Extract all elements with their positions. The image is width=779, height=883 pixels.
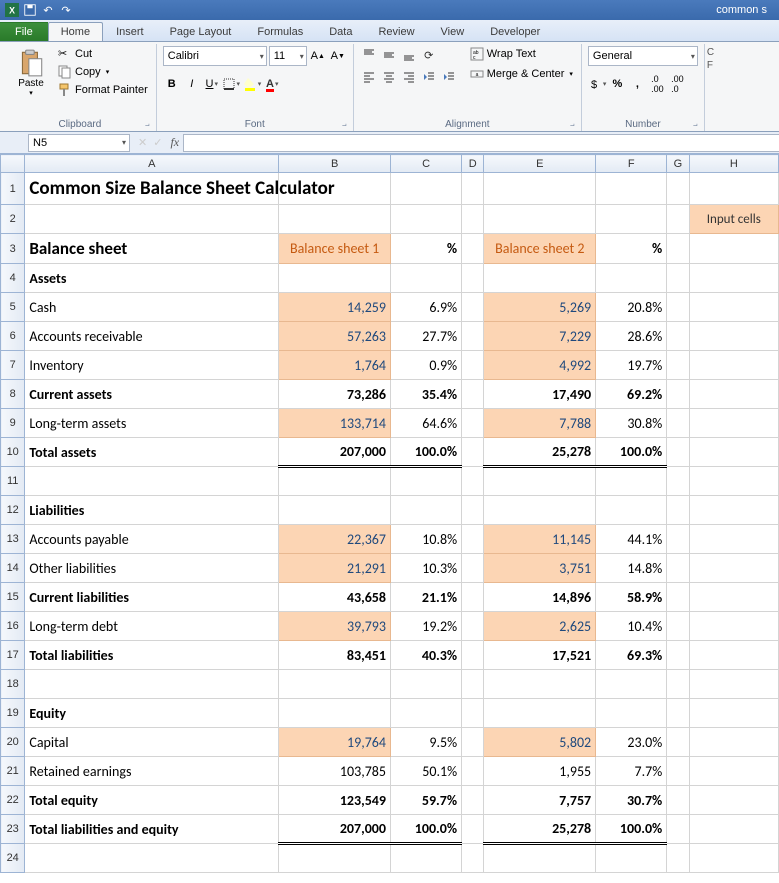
tab-insert[interactable]: Insert [103,22,157,41]
group-label-number: Number [588,118,698,131]
ribbon-tabs: File Home Insert Page Layout Formulas Da… [0,20,779,42]
excel-icon: X [4,2,20,18]
italic-button[interactable]: I [183,74,201,94]
cell-title[interactable]: Common Size Balance Sheet Calculator [25,173,279,205]
align-right-icon[interactable] [400,68,418,86]
ribbon: Paste ▾ ✂Cut Copy▾ Format Painter Clipbo… [0,42,779,132]
align-bottom-icon[interactable] [400,46,418,64]
increase-decimal-button[interactable]: .0.00 [648,74,666,94]
decrease-decimal-button[interactable]: .00.0 [668,74,686,94]
group-alignment: ⟳ [354,44,582,131]
group-label-font: Font [163,118,347,131]
enter-formula-icon[interactable]: ✓ [153,136,162,149]
cancel-formula-icon[interactable]: ✕ [138,136,147,149]
column-headers[interactable]: A B C D E F G H [1,155,779,173]
comma-button[interactable]: , [628,74,646,94]
grow-font-button[interactable]: A▲ [309,46,327,66]
tab-review[interactable]: Review [365,22,427,41]
undo-icon[interactable]: ↶ [40,2,56,18]
document-title: common s [716,4,775,16]
paste-label: Paste [18,78,44,89]
formula-bar-row: N5 ✕ ✓ fx [0,132,779,154]
group-overflow: CF [705,44,716,131]
col-a[interactable]: A [25,155,279,173]
cell-section[interactable]: Balance sheet [25,234,279,264]
col-c[interactable]: C [391,155,462,173]
tab-page-layout[interactable]: Page Layout [157,22,245,41]
number-format-combo[interactable]: General [588,46,698,66]
paste-button[interactable]: Paste ▾ [10,46,52,99]
decrease-indent-icon[interactable] [420,68,438,86]
svg-text:X: X [9,6,15,16]
border-button[interactable] [223,74,241,94]
format-painter-button[interactable]: Format Painter [56,82,150,98]
group-label-alignment: Alignment [360,118,575,131]
tab-file[interactable]: File [0,22,48,41]
merge-center-button[interactable]: a Merge & Center▾ [468,66,575,82]
fill-color-button[interactable] [243,74,262,94]
row-1[interactable]: 1 [1,173,25,205]
underline-button[interactable]: U [203,74,221,94]
col-f[interactable]: F [596,155,667,173]
align-center-icon[interactable] [380,68,398,86]
align-middle-icon[interactable] [380,46,398,64]
svg-text:$: $ [591,79,597,91]
tab-formulas[interactable]: Formulas [244,22,316,41]
tab-developer[interactable]: Developer [477,22,553,41]
percent-button[interactable]: % [608,74,626,94]
font-size-combo[interactable]: 11 [269,46,307,66]
redo-icon[interactable]: ↷ [58,2,74,18]
group-font: Calibri 11 A▲ A▼ B I U A Font [157,44,354,131]
col-h[interactable]: H [689,155,778,173]
tab-home[interactable]: Home [48,22,103,41]
svg-text:a: a [475,72,478,78]
col-g[interactable]: G [667,155,689,173]
accounting-format-button[interactable]: $ [588,74,607,94]
wrap-text-button[interactable]: abc Wrap Text [468,46,575,62]
col-d[interactable]: D [462,155,484,173]
bold-button[interactable]: B [163,74,181,94]
group-label-clipboard: Clipboard [10,118,150,131]
name-box[interactable]: N5 [28,134,130,152]
tab-view[interactable]: View [428,22,478,41]
cell-legend[interactable]: Input cells [689,205,778,234]
copy-button[interactable]: Copy▾ [56,64,150,80]
titlebar: X ↶ ↷ common s [0,0,779,20]
formula-bar[interactable] [183,134,779,152]
group-clipboard: Paste ▾ ✂Cut Copy▾ Format Painter Clipbo… [4,44,157,131]
row-3[interactable]: 3 [1,234,25,264]
row-2[interactable]: 2 [1,205,25,234]
align-left-icon[interactable] [360,68,378,86]
cut-button[interactable]: ✂Cut [56,46,150,62]
fx-icon[interactable]: fx [170,135,179,150]
increase-indent-icon[interactable] [440,68,458,86]
cell-hdr-e[interactable]: Balance sheet 2 [484,234,596,264]
orientation-button[interactable]: ⟳ [420,46,438,64]
col-b[interactable]: B [279,155,391,173]
group-number: General $ % , .0.00 .00.0 Number [582,44,705,131]
font-color-button[interactable]: A [263,74,281,94]
shrink-font-button[interactable]: A▼ [329,46,347,66]
align-top-icon[interactable] [360,46,378,64]
save-icon[interactable] [22,2,38,18]
tab-data[interactable]: Data [316,22,365,41]
worksheet[interactable]: A B C D E F G H 1Common Size Balance She… [0,154,779,882]
font-name-combo[interactable]: Calibri [163,46,267,66]
col-e[interactable]: E [484,155,596,173]
cell-hdr-b[interactable]: Balance sheet 1 [279,234,391,264]
